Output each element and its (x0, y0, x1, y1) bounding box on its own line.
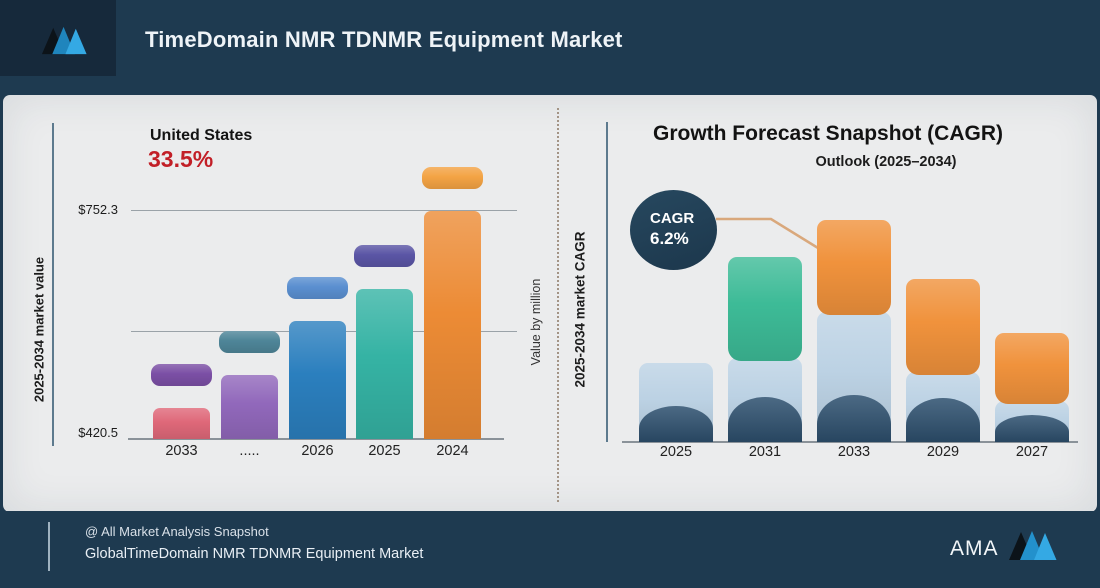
left-gridline-top (131, 210, 517, 211)
right-x-label-2027: 2027 (1015, 444, 1049, 460)
panel-divider-line (557, 108, 559, 502)
cagr-badge-label: CAGR (650, 210, 695, 228)
left-y-axis-label: 2025-2034 market value (31, 256, 47, 403)
left-bar-cap-2024 (422, 167, 483, 189)
right-x-label-2031: 2031 (748, 444, 782, 460)
right-bar-base-2025 (639, 406, 713, 442)
left-x-label-2026: 2026 (301, 443, 334, 459)
left-bar-2024 (424, 211, 481, 439)
right-bar-top-2033 (817, 220, 891, 315)
right-x-label-2029: 2029 (926, 444, 960, 460)
page-title: TimeDomain NMR TDNMR Equipment Market (145, 27, 623, 52)
left-bar-cap-2033 (151, 364, 212, 386)
left-bar-2033 (153, 408, 210, 439)
left-chart-title: United States (150, 127, 253, 144)
right-bar-base-2033 (817, 395, 891, 442)
left-x-label-2033: 2033 (165, 443, 198, 459)
left-chart-growth-value: 33.5% (148, 146, 214, 172)
left-x-label-2024: 2024 (436, 443, 469, 459)
left-ytick-bottom: $420.5 (78, 425, 118, 440)
cagr-badge-value: 6.2% (650, 229, 689, 249)
right-y-axis-line (606, 122, 608, 442)
footer-brand-text: AMA (950, 537, 999, 560)
right-bar-base-2027 (995, 415, 1069, 442)
right-bar-base-2031 (728, 397, 802, 442)
left-x-axis-line (128, 438, 504, 440)
left-bar-..... (221, 375, 278, 439)
right-x-axis-line (622, 441, 1078, 443)
cagr-badge: CAGR 6.2% (630, 190, 717, 270)
ama-logo-icon-footer (1009, 531, 1057, 560)
right-bar-base-2029 (906, 398, 980, 442)
left-bar-2025 (356, 289, 413, 439)
right-bar-top-2031 (728, 257, 802, 361)
logo-panel (0, 0, 116, 76)
footer-credit: @ All Market Analysis Snapshot (85, 524, 269, 539)
left-bar-cap-..... (219, 331, 280, 353)
right-chart-title: Growth Forecast Snapshot (CAGR) (652, 122, 1004, 145)
left-bar-cap-2026 (287, 277, 348, 299)
right-chart-subtitle: Outlook (2025–2034) (815, 154, 957, 170)
left-x-label-2025: 2025 (368, 443, 401, 459)
left-ytick-top: $752.3 (78, 202, 118, 217)
footer-divider-line (48, 522, 50, 571)
right-x-label-2033: 2033 (837, 444, 871, 460)
left-bar-2026 (289, 321, 346, 439)
left-bar-cap-2025 (354, 245, 415, 267)
right-y-axis-label: 2025-2034 market CAGR (572, 231, 588, 388)
right-bar-top-2029 (906, 279, 980, 375)
footer-bar: @ All Market Analysis Snapshot GlobalTim… (0, 511, 1100, 588)
value-units-note: Value by million (529, 278, 543, 366)
left-x-label-.....: ..... (239, 443, 260, 459)
footer-report-title: GlobalTimeDomain NMR TDNMR Equipment Mar… (85, 546, 424, 562)
right-x-label-2025: 2025 (659, 444, 693, 460)
right-bar-top-2027 (995, 333, 1069, 404)
left-y-axis-line (52, 123, 54, 446)
ama-logo-icon (41, 26, 87, 55)
